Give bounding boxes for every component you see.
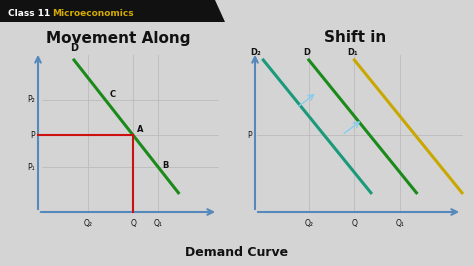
Text: P: P (30, 131, 35, 140)
Text: Shift in: Shift in (324, 31, 386, 45)
Text: P₁: P₁ (27, 163, 35, 172)
Text: Q: Q (351, 219, 357, 228)
Text: Q₁: Q₁ (395, 219, 404, 228)
Text: A: A (137, 125, 144, 134)
Text: P₂: P₂ (27, 95, 35, 105)
Text: B: B (162, 161, 169, 170)
Text: D₁: D₁ (347, 48, 358, 57)
Text: Class 11: Class 11 (8, 10, 54, 19)
Text: Demand Curve: Demand Curve (185, 246, 289, 259)
Text: D₂: D₂ (251, 48, 261, 57)
Text: Movement Along: Movement Along (46, 31, 190, 45)
Text: P: P (247, 131, 252, 140)
Text: D: D (303, 48, 310, 57)
Polygon shape (0, 0, 225, 22)
Text: D: D (70, 43, 78, 53)
Text: Q: Q (130, 219, 136, 228)
Text: Q₂: Q₂ (84, 219, 93, 228)
FancyBboxPatch shape (0, 0, 210, 22)
Text: C: C (109, 90, 116, 99)
Text: Q₂: Q₂ (304, 219, 313, 228)
Text: Q₁: Q₁ (154, 219, 163, 228)
Text: Microeconomics: Microeconomics (52, 10, 134, 19)
